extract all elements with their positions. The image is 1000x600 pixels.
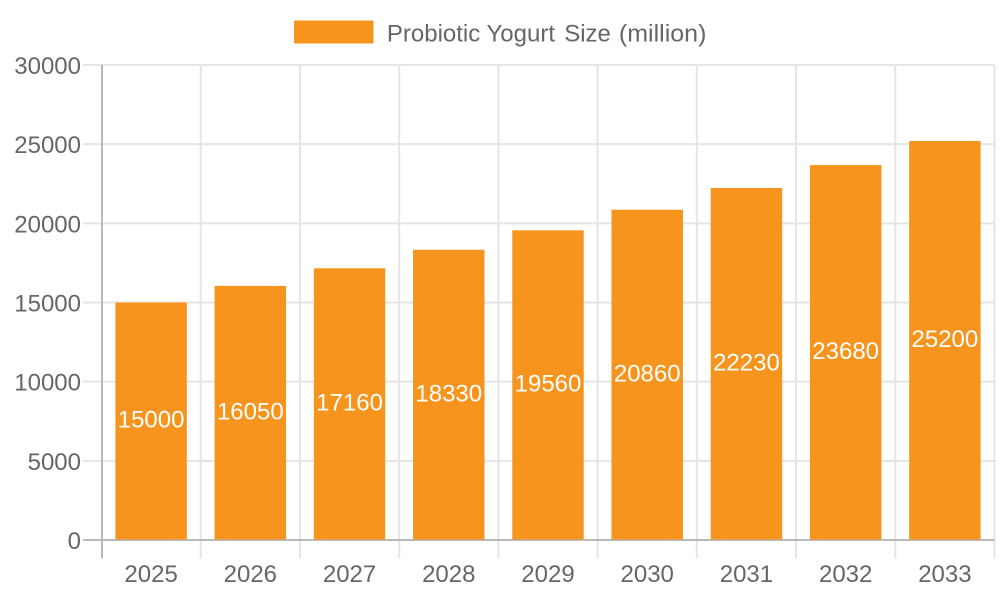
svg-text:5000: 5000 [28,449,81,476]
svg-text:19560: 19560 [515,371,582,398]
svg-text:10000: 10000 [14,370,81,397]
svg-text:18330: 18330 [415,380,482,407]
svg-text:17160: 17160 [316,390,383,417]
svg-text:2032: 2032 [819,561,872,588]
svg-text:23680: 23680 [812,338,879,365]
svg-text:2030: 2030 [621,561,674,588]
svg-text:20860: 20860 [614,360,681,387]
svg-text:2031: 2031 [720,561,773,588]
svg-text:2025: 2025 [124,561,177,588]
svg-text:25200: 25200 [912,326,979,353]
svg-text:2026: 2026 [224,561,277,588]
svg-text:2029: 2029 [521,561,574,588]
svg-text:22230: 22230 [713,349,780,376]
svg-text:30000: 30000 [14,53,81,80]
svg-text:2033: 2033 [918,561,971,588]
svg-text:2027: 2027 [323,561,376,588]
svg-text:0: 0 [68,528,81,555]
svg-text:25000: 25000 [14,132,81,159]
svg-text:15000: 15000 [14,291,81,318]
svg-text:20000: 20000 [14,211,81,238]
svg-text:15000: 15000 [118,407,185,434]
svg-text:16050: 16050 [217,398,284,425]
svg-text:2028: 2028 [422,561,475,588]
